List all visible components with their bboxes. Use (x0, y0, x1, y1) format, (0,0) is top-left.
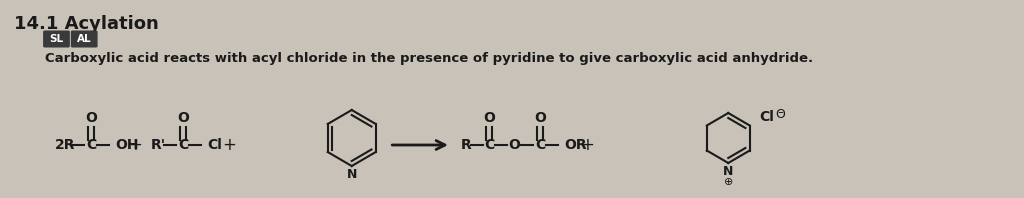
Text: +: + (128, 136, 141, 154)
Text: C: C (535, 138, 545, 152)
Text: N: N (723, 165, 733, 178)
Text: R': R' (151, 138, 166, 152)
Text: Cl: Cl (759, 110, 774, 124)
Text: +: + (222, 136, 236, 154)
Text: Cl: Cl (207, 138, 222, 152)
FancyBboxPatch shape (43, 30, 70, 48)
Text: 14.1 Acylation: 14.1 Acylation (14, 15, 159, 33)
Text: +: + (581, 136, 595, 154)
Text: OR: OR (564, 138, 587, 152)
Text: C: C (178, 138, 188, 152)
Text: ⊕: ⊕ (724, 177, 733, 187)
Text: C: C (86, 138, 96, 152)
Text: OH: OH (115, 138, 138, 152)
Text: C: C (484, 138, 495, 152)
Text: O: O (508, 138, 520, 152)
Text: R: R (461, 138, 471, 152)
Text: O: O (177, 111, 189, 125)
Text: O: O (85, 111, 97, 125)
Text: O: O (483, 111, 496, 125)
FancyBboxPatch shape (71, 30, 97, 48)
Text: N: N (346, 168, 357, 181)
Text: 2R: 2R (54, 138, 75, 152)
Text: AL: AL (77, 34, 91, 44)
Text: SL: SL (49, 34, 63, 44)
Text: Θ: Θ (775, 108, 784, 121)
Text: Carboxylic acid reacts with acyl chloride in the presence of pyridine to give ca: Carboxylic acid reacts with acyl chlorid… (45, 52, 813, 65)
Text: O: O (535, 111, 546, 125)
